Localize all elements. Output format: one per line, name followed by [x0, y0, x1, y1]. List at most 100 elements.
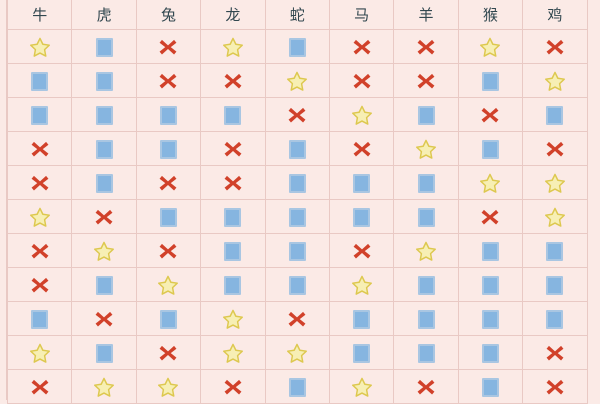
cell-r3-c2-square [71, 97, 137, 132]
cell-content [73, 133, 135, 165]
cell-content [9, 269, 71, 301]
cell-content [395, 337, 457, 369]
cell-content [266, 65, 328, 97]
cell-r5-c7-square [393, 165, 459, 200]
star-icon [157, 376, 179, 398]
right-edge-partial-column [588, 0, 600, 400]
cell-r11-c4-x [200, 369, 266, 404]
cross-icon [544, 138, 566, 160]
cell-content [137, 133, 199, 165]
cell-r7-c1-x [6, 233, 73, 268]
cell-r2-c9-star [522, 63, 588, 98]
star-icon [479, 172, 501, 194]
square-icon [157, 206, 179, 228]
cell-r9-c5-x [264, 301, 330, 336]
cell-r11-c9-x [522, 369, 588, 404]
cell-r1-c1-star [6, 29, 73, 64]
cell-r4-c7-star [393, 131, 459, 166]
cell-content [137, 337, 199, 369]
square-icon [29, 308, 51, 330]
cell-r2-c2-square [71, 63, 137, 98]
cell-content [524, 99, 586, 131]
cell-r7-c6-x [328, 233, 395, 268]
cell-r2-c1-square [6, 63, 73, 98]
square-icon [222, 104, 244, 126]
cell-r2-c3-x [135, 63, 202, 98]
cell-content [330, 31, 392, 63]
cross-icon [351, 240, 373, 262]
column-header-牛: 牛 [6, 0, 73, 30]
cell-content [330, 303, 392, 335]
cell-content [73, 269, 135, 301]
square-icon [351, 342, 373, 364]
cell-r3-c5-x [264, 97, 330, 132]
star-icon [544, 206, 566, 228]
cell-content [137, 99, 199, 131]
cell-r4-c6-x [328, 131, 395, 166]
cell-content [73, 31, 135, 63]
column-header-鸡: 鸡 [522, 0, 588, 30]
cell-r3-c7-square [393, 97, 459, 132]
cell-r2-c5-star [264, 63, 330, 98]
cross-icon [93, 308, 115, 330]
cell-r11-c7-x [393, 369, 459, 404]
cell-content [395, 167, 457, 199]
cross-icon [157, 240, 179, 262]
cross-icon [29, 274, 51, 296]
star-icon [286, 70, 308, 92]
square-icon [479, 240, 501, 262]
cross-icon [157, 36, 179, 58]
cell-content [202, 235, 264, 267]
cell-r3-c4-square [200, 97, 266, 132]
cross-icon [415, 376, 437, 398]
cell-content [73, 99, 135, 131]
cross-icon [29, 138, 51, 160]
cell-r11-c8-square [457, 369, 524, 404]
cell-content [73, 65, 135, 97]
cell-r8-c1-x [6, 267, 73, 302]
cell-r9-c2-x [71, 301, 137, 336]
cell-r9-c1-square [6, 301, 73, 336]
cell-content [524, 133, 586, 165]
cell-r4-c1-x [6, 131, 73, 166]
square-icon [479, 308, 501, 330]
cross-icon [544, 342, 566, 364]
cell-content [137, 201, 199, 233]
cell-r4-c3-square [135, 131, 202, 166]
cell-content [137, 65, 199, 97]
cell-r8-c8-square [457, 267, 524, 302]
table-row [6, 301, 588, 336]
column-header-龙: 龙 [200, 0, 266, 30]
cell-r10-c6-square [328, 335, 395, 370]
cross-icon [93, 206, 115, 228]
cell-r1-c5-square [264, 29, 330, 64]
cell-content [9, 133, 71, 165]
cell-content [137, 167, 199, 199]
star-icon [29, 206, 51, 228]
cell-content [266, 303, 328, 335]
cell-content [330, 269, 392, 301]
cross-icon [544, 376, 566, 398]
cross-icon [29, 172, 51, 194]
cell-content [459, 235, 521, 267]
cell-content [459, 337, 521, 369]
cell-r8-c3-star [135, 267, 202, 302]
cell-r5-c6-square [328, 165, 395, 200]
square-icon [29, 104, 51, 126]
cell-r6-c5-square [264, 199, 330, 234]
cell-r8-c5-square [264, 267, 330, 302]
square-icon [415, 104, 437, 126]
star-icon [415, 138, 437, 160]
cell-r11-c1-x [6, 369, 73, 404]
cross-icon [222, 172, 244, 194]
cell-r9-c3-square [135, 301, 202, 336]
cell-r10-c2-square [71, 335, 137, 370]
star-icon [415, 240, 437, 262]
cell-r3-c6-star [328, 97, 395, 132]
cell-r11-c6-star [328, 369, 395, 404]
square-icon [286, 138, 308, 160]
cell-content [266, 31, 328, 63]
cell-r9-c4-star [200, 301, 266, 336]
table-row [6, 199, 588, 234]
cell-r10-c9-x [522, 335, 588, 370]
